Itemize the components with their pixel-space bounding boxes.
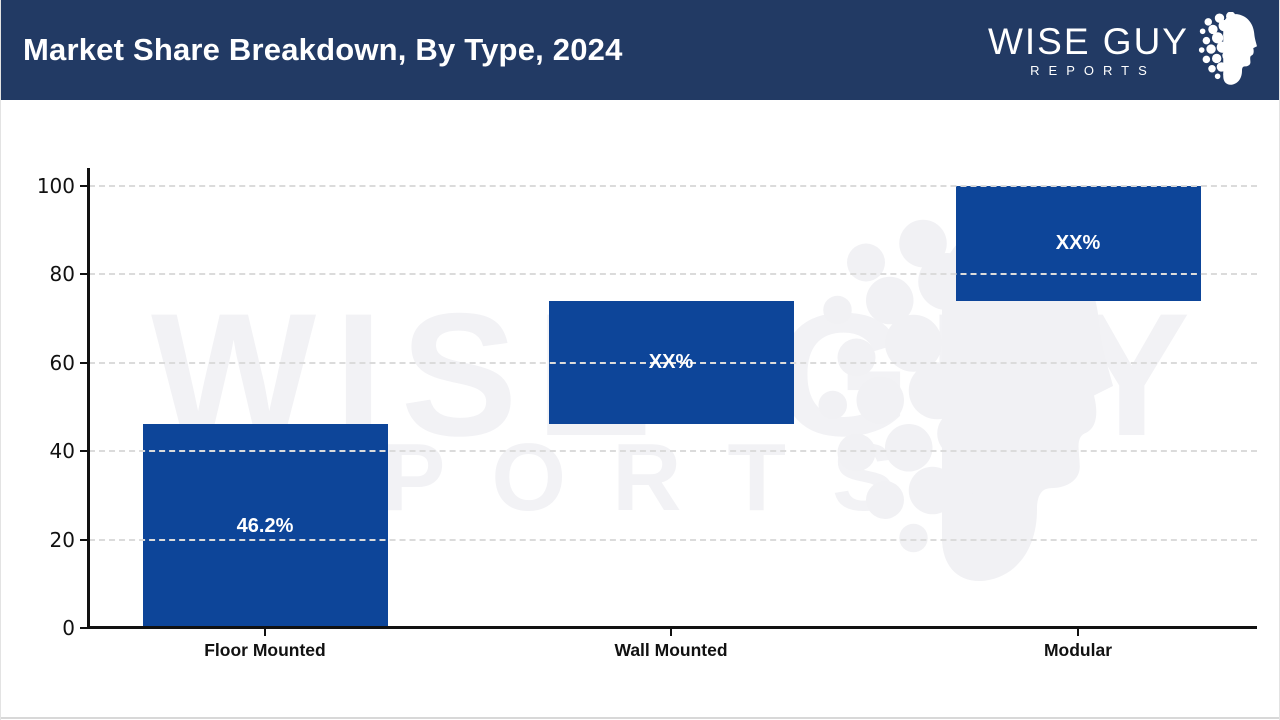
bottom-divider	[1, 717, 1279, 719]
y-tick-label: 40	[49, 439, 75, 464]
header: Market Share Breakdown, By Type, 2024 WI…	[1, 0, 1279, 100]
y-tick-mark	[80, 273, 89, 276]
gridline	[89, 538, 1257, 541]
brand-name: WISE GUY	[987, 20, 1189, 62]
y-tick-label: 0	[62, 616, 75, 640]
brand-logo-text: WISE GUY REPORTS	[988, 23, 1189, 78]
gridline	[89, 185, 1257, 187]
bar-value-label: 46.2%	[236, 514, 294, 537]
bar-value-label: XX%	[1055, 232, 1101, 255]
x-tick-mark	[1077, 628, 1079, 636]
y-tick-label: 60	[49, 350, 75, 375]
category-label: Floor Mounted	[204, 640, 326, 660]
y-tick-label: 20	[49, 527, 75, 552]
x-tick-mark	[670, 628, 672, 636]
y-tick-mark	[80, 450, 89, 453]
y-tick-mark	[80, 627, 89, 629]
y-axis-line	[87, 168, 90, 628]
category-label: Wall Mounted	[614, 640, 728, 660]
y-tick-label: 100	[36, 174, 75, 198]
brand-head-icon	[1198, 12, 1257, 85]
page-title: Market Share Breakdown, By Type, 2024	[23, 32, 623, 67]
brand-logo: WISE GUY REPORTS	[988, 12, 1257, 88]
y-tick-label: 80	[49, 262, 75, 287]
bar-value-label: XX%	[648, 351, 694, 374]
y-tick-mark	[80, 538, 89, 541]
gridline	[89, 450, 1257, 453]
x-tick-mark	[264, 628, 266, 636]
y-tick-mark	[80, 185, 89, 187]
brand-subtitle: REPORTS	[1030, 62, 1156, 78]
gridline	[89, 273, 1257, 276]
y-tick-mark	[80, 361, 89, 364]
x-axis-line	[87, 626, 1257, 629]
gridline	[89, 361, 1257, 364]
category-label: Modular	[1043, 640, 1113, 660]
bar-modular	[955, 186, 1201, 301]
bar-floor-mounted	[142, 423, 388, 628]
